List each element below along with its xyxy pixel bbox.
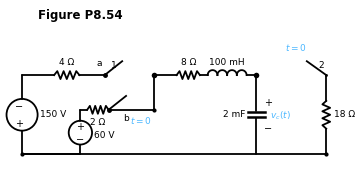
Text: 18 Ω: 18 Ω — [334, 110, 355, 119]
Text: a: a — [96, 59, 102, 68]
Text: $v_c(t)$: $v_c(t)$ — [270, 110, 291, 122]
Text: 2: 2 — [318, 61, 324, 70]
Text: −: − — [15, 102, 23, 112]
Text: 60 V: 60 V — [94, 131, 115, 140]
Text: +: + — [15, 119, 23, 129]
Text: +: + — [264, 98, 272, 108]
Text: 8 Ω: 8 Ω — [181, 58, 196, 67]
Text: 100 mH: 100 mH — [209, 58, 245, 67]
Text: −: − — [264, 124, 272, 134]
Text: +: + — [76, 122, 84, 132]
Text: 4 Ω: 4 Ω — [59, 58, 74, 67]
Text: 2 mF: 2 mF — [223, 110, 246, 119]
Text: $t = 0$: $t = 0$ — [130, 115, 151, 126]
Text: 1: 1 — [111, 61, 116, 70]
Text: −: − — [76, 135, 84, 145]
Text: 2 Ω: 2 Ω — [90, 118, 106, 127]
Text: $t = 0$: $t = 0$ — [285, 42, 307, 53]
Text: 150 V: 150 V — [39, 110, 66, 119]
Text: Figure P8.54: Figure P8.54 — [38, 9, 122, 22]
Text: b: b — [123, 114, 129, 123]
